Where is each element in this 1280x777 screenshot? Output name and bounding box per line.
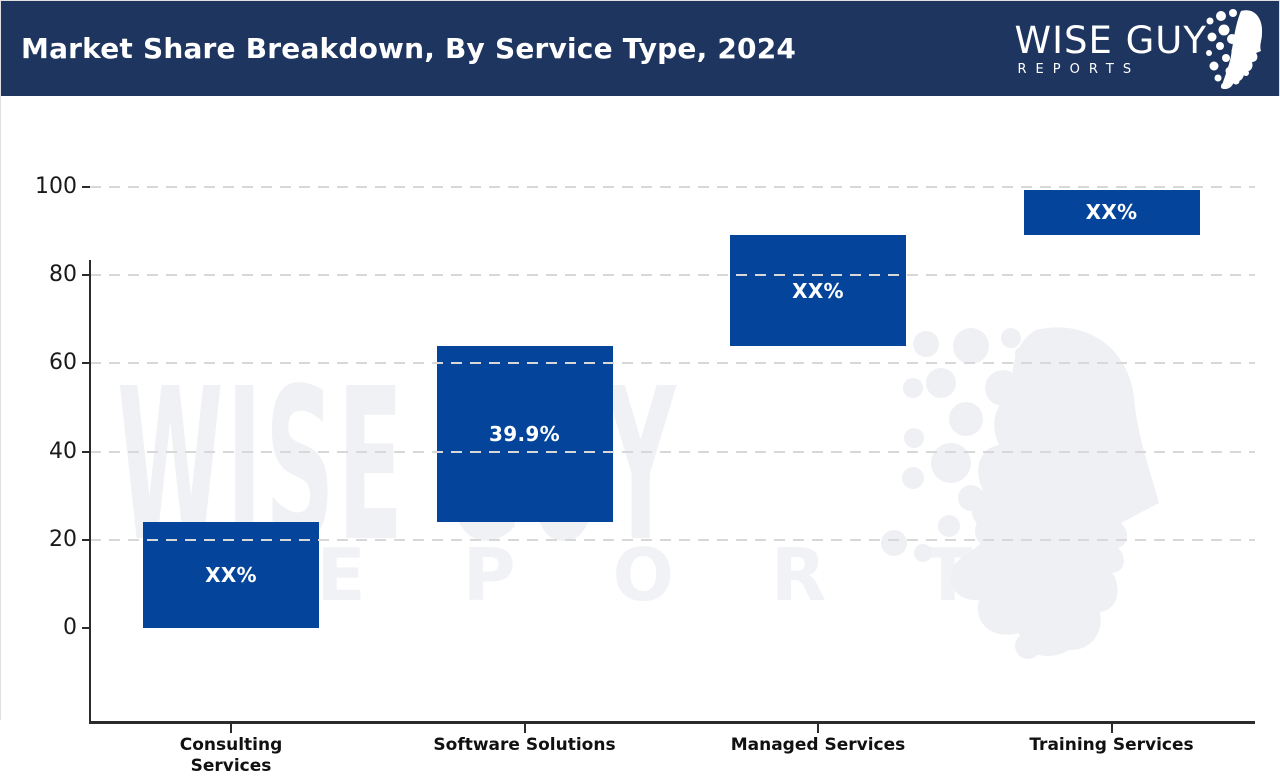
- x-axis-tick: [817, 724, 819, 733]
- chart-area: WISE GUY R E P O R T S 0 20 40 60 80 100 XX% 39…: [1, 96, 1280, 776]
- y-axis-tick: [82, 627, 90, 629]
- brand-face-icon: [1206, 9, 1263, 90]
- bar-value-label: XX%: [205, 563, 257, 588]
- brand-logo: WISE GUY REPORTS: [1015, 7, 1265, 91]
- bar-value-label: 39.9%: [489, 422, 560, 447]
- y-axis-tick: [82, 186, 90, 188]
- y-axis-tick: [82, 538, 90, 541]
- gridline: [90, 274, 1255, 277]
- header: Market Share Breakdown, By Service Type,…: [1, 1, 1279, 96]
- bar: 39.9%: [436, 346, 613, 523]
- y-axis-tick-label: 20: [49, 526, 77, 552]
- brand-name: WISE GUY: [1014, 19, 1207, 62]
- y-axis-tick-label: 60: [49, 350, 77, 376]
- y-axis-tick: [82, 362, 90, 365]
- bar-value-label: XX%: [792, 278, 844, 303]
- y-axis-tick: [82, 274, 90, 277]
- bar: XX%: [1023, 189, 1200, 236]
- y-axis-tick-label: 100: [35, 174, 77, 199]
- gridline: [90, 538, 1255, 541]
- x-axis-tick: [1110, 724, 1113, 733]
- x-axis-line: [89, 721, 1255, 724]
- y-axis-tick: [82, 450, 90, 453]
- y-axis-tick-label: 0: [63, 615, 77, 640]
- watermark-face-icon: [881, 327, 1159, 659]
- x-axis-category-label: Consulting Services: [179, 735, 283, 776]
- x-axis-category-label: Managed Services: [730, 735, 906, 755]
- x-axis-category-label: Software Solutions: [433, 735, 616, 755]
- gridline: [90, 450, 1255, 453]
- x-axis-tick: [523, 724, 526, 733]
- page-title: Market Share Breakdown, By Service Type,…: [21, 32, 797, 65]
- gridline: [90, 362, 1255, 365]
- x-axis-category-label: Training Services: [1029, 735, 1194, 755]
- y-axis-tick-label: 40: [49, 438, 77, 464]
- y-axis-tick-label: 80: [49, 262, 77, 288]
- gridline: [90, 186, 1255, 188]
- brand-sub: REPORTS: [1017, 62, 1141, 77]
- bar: XX%: [730, 235, 906, 347]
- x-axis-tick: [230, 724, 232, 733]
- bar-value-label: XX%: [1085, 200, 1138, 225]
- y-axis-line: [89, 260, 91, 723]
